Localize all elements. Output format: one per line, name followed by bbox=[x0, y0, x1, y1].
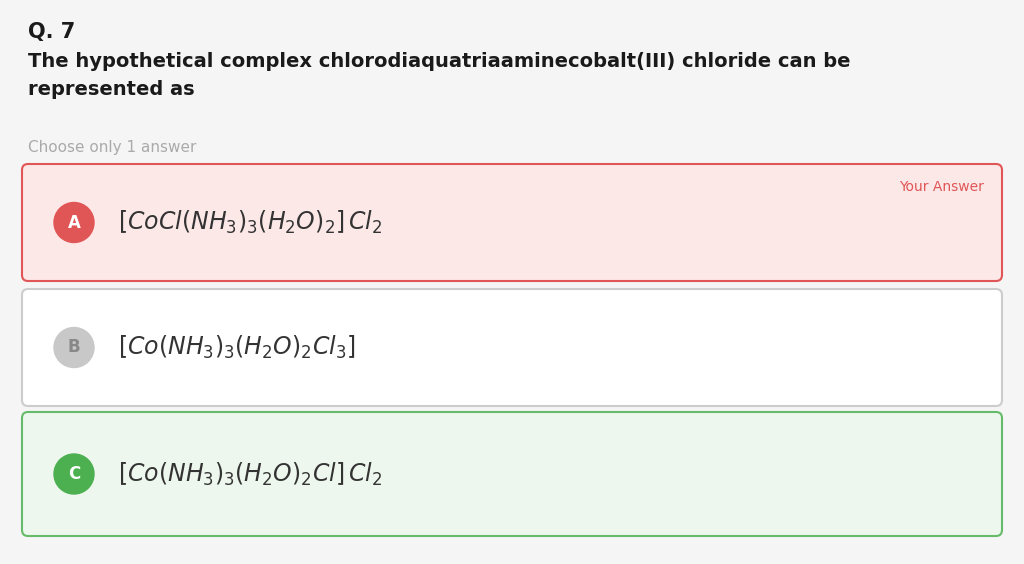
Circle shape bbox=[54, 328, 94, 368]
Text: B: B bbox=[68, 338, 80, 356]
Text: The hypothetical complex chlorodiaquatriaaminecobalt(III) chloride can be: The hypothetical complex chlorodiaquatri… bbox=[28, 52, 851, 71]
Text: Choose only 1 answer: Choose only 1 answer bbox=[28, 140, 197, 155]
Text: $[Co(NH_3)_3(H_2O)_2Cl_3]$: $[Co(NH_3)_3(H_2O)_2Cl_3]$ bbox=[118, 334, 355, 361]
FancyBboxPatch shape bbox=[22, 164, 1002, 281]
Text: C: C bbox=[68, 465, 80, 483]
FancyBboxPatch shape bbox=[22, 412, 1002, 536]
Text: represented as: represented as bbox=[28, 80, 195, 99]
Circle shape bbox=[54, 202, 94, 243]
Text: Your Answer: Your Answer bbox=[899, 180, 984, 194]
FancyBboxPatch shape bbox=[22, 289, 1002, 406]
Text: $[Co(NH_3)_3(H_2O)_2Cl]\,Cl_2$: $[Co(NH_3)_3(H_2O)_2Cl]\,Cl_2$ bbox=[118, 460, 382, 488]
Text: A: A bbox=[68, 214, 81, 231]
Text: Q. 7: Q. 7 bbox=[28, 22, 75, 42]
Circle shape bbox=[54, 454, 94, 494]
Text: $[CoCl(NH_3)_3(H_2O)_2]\,Cl_2$: $[CoCl(NH_3)_3(H_2O)_2]\,Cl_2$ bbox=[118, 209, 382, 236]
